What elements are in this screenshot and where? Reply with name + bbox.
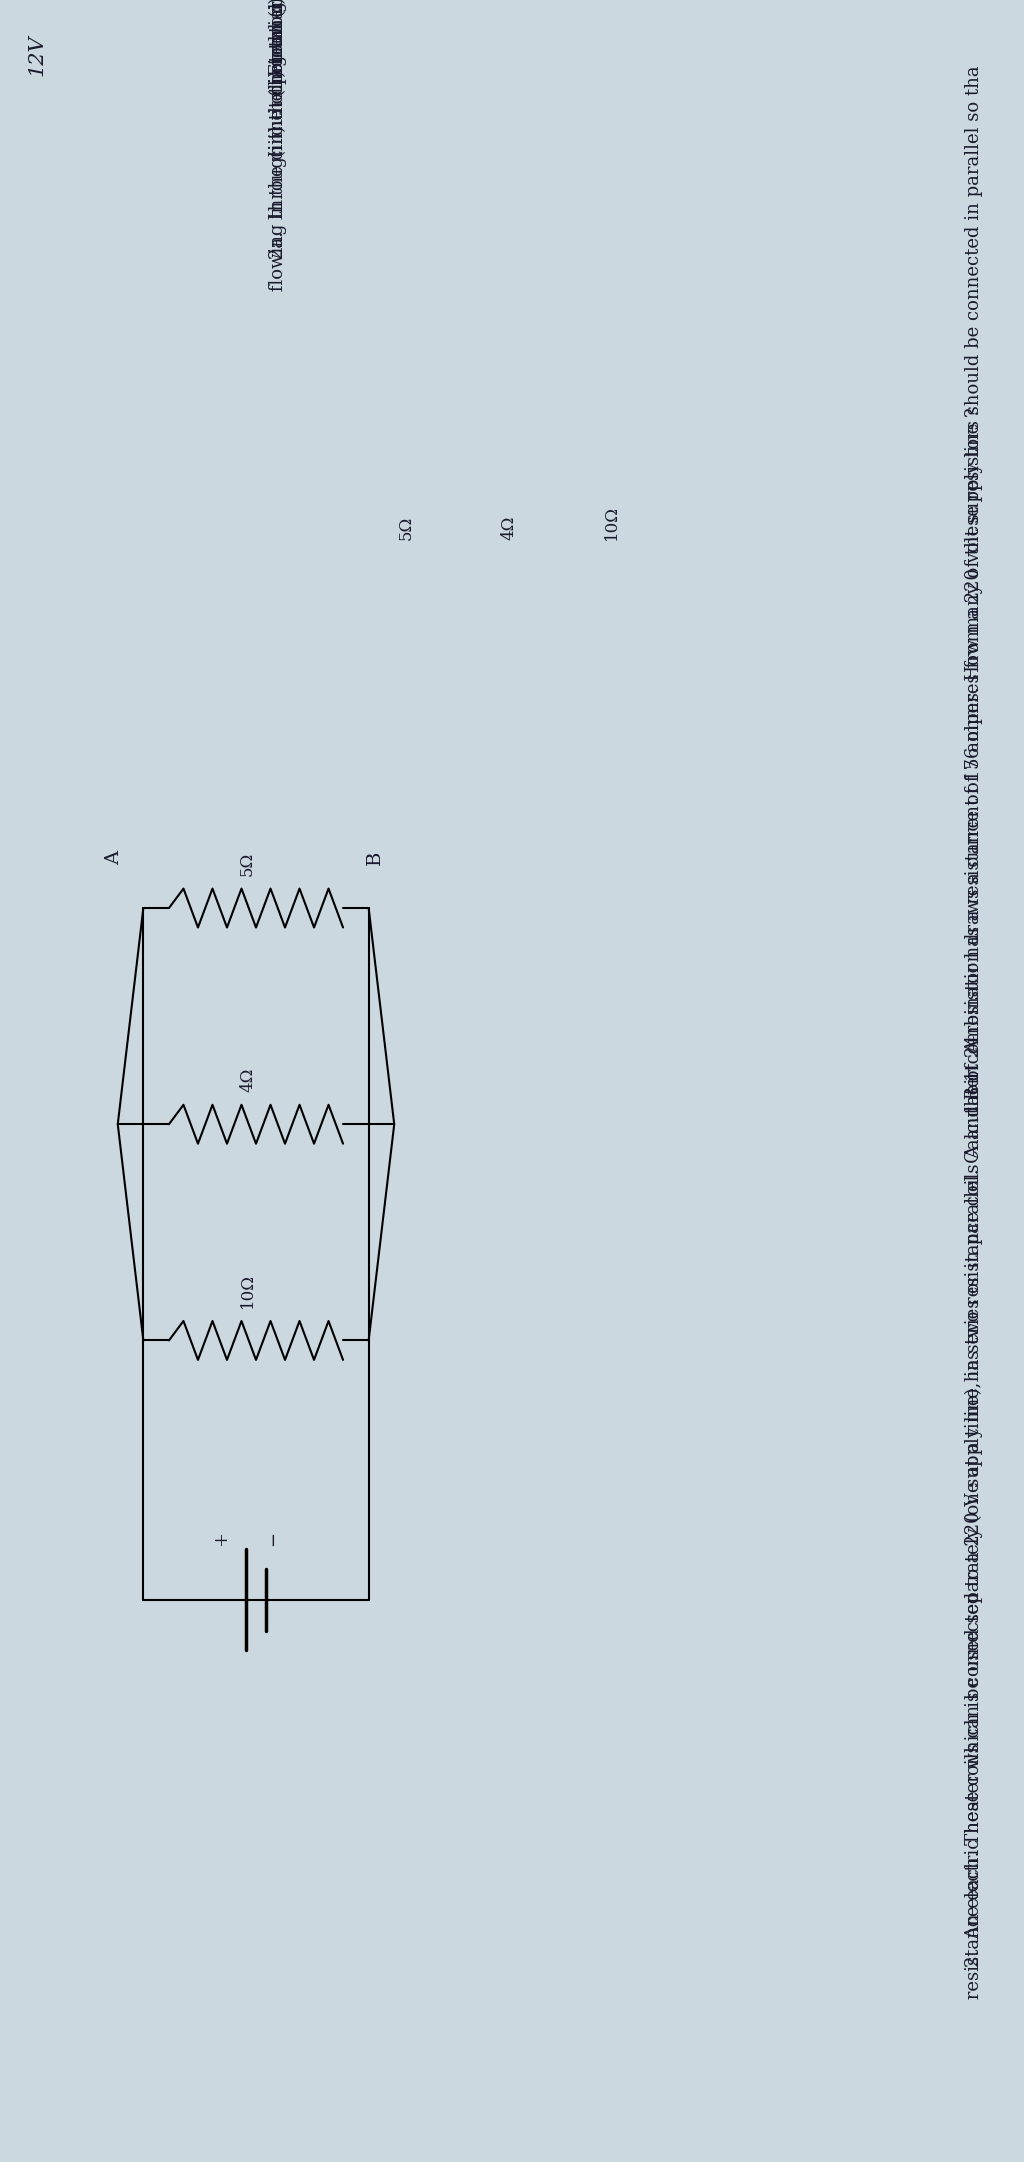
Text: (iii) the potential difference across R₁. 8 V: (iii) the potential difference across R₁… (268, 0, 287, 197)
Text: resistance each. These coils can be used separately (one at a time), in series o: resistance each. These coils can be used… (965, 1064, 983, 2028)
Text: A: A (104, 850, 123, 865)
Text: B: B (366, 850, 384, 865)
Text: 4Ω: 4Ω (239, 1068, 256, 1092)
Text: 5Ω: 5Ω (397, 517, 415, 540)
Text: 2.  An electric heater which is connected to a 220 V supply line has two resista: 2. An electric heater which is connected… (965, 1036, 983, 1967)
Text: (ii) total current flowing in the circuit. 2 A: (ii) total current flowing in the circui… (268, 0, 287, 136)
Text: +: + (212, 1531, 230, 1546)
Text: 1.  A resistor has a resistance of 176 ohms. How many of these resistors should : 1. A resistor has a resistance of 176 oh… (965, 65, 983, 1081)
Text: their combination draws a current of 5 amperes from a 220 volt supply line ?: their combination draws a current of 5 a… (965, 406, 983, 1142)
Text: 2a.  In the circuit diagram given below, the current flowing across 5 ohm resist: 2a. In the circuit diagram given below, … (268, 0, 287, 259)
Text: 4Ω: 4Ω (500, 517, 517, 540)
Text: flowing through the other two resistors.: flowing through the other two resistors. (268, 0, 287, 320)
Text: 10Ω: 10Ω (239, 1273, 256, 1308)
Text: 5Ω: 5Ω (239, 852, 256, 876)
Text: 12V: 12V (27, 35, 46, 76)
Text: −: − (263, 1531, 282, 1546)
Text: Find : (i) total resistance of the circuit. 6Ω: Find : (i) total resistance of the circu… (268, 0, 287, 76)
Text: 10Ω: 10Ω (602, 506, 620, 540)
